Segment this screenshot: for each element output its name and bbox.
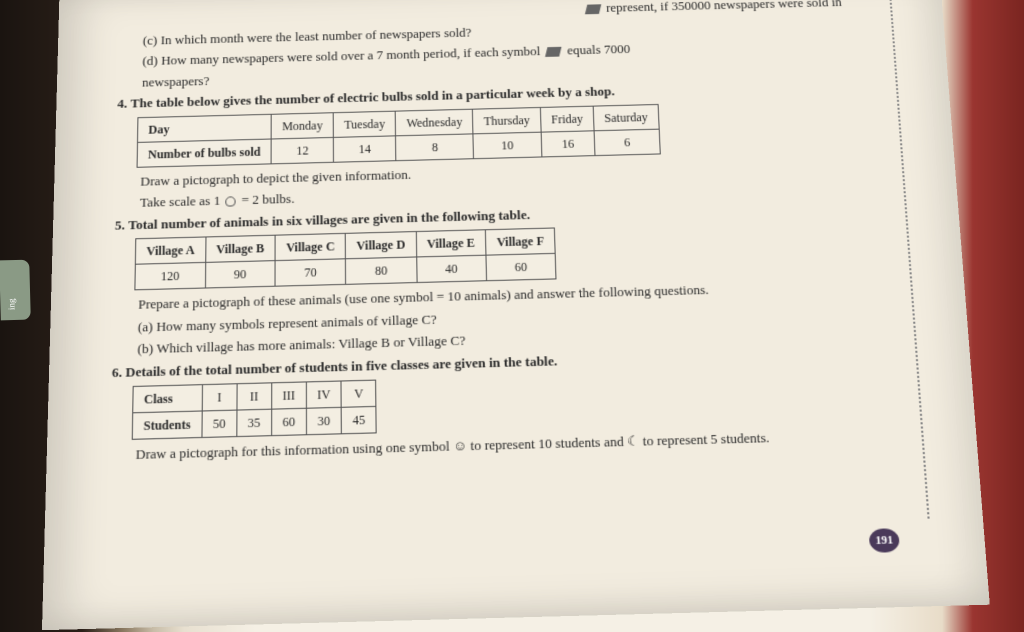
cell: II xyxy=(237,383,272,410)
cell: IV xyxy=(306,381,341,408)
cell: Village D xyxy=(346,232,417,259)
cell: 40 xyxy=(416,255,486,282)
cell: 12 xyxy=(271,137,333,163)
cell: 35 xyxy=(236,409,271,436)
q6-table: Class I II III IV V Students 50 35 60 30… xyxy=(132,380,377,440)
spine-tab-text: ing xyxy=(6,280,17,310)
cell: 30 xyxy=(306,407,342,434)
cell: V xyxy=(341,380,376,407)
cell: I xyxy=(202,384,237,411)
cell: 90 xyxy=(205,261,275,288)
cell: 16 xyxy=(541,130,595,156)
q6-number: 6. xyxy=(112,364,123,380)
q4-table: Day Monday Tuesday Wednesday Thursday Fr… xyxy=(137,103,661,167)
q4-number: 4. xyxy=(117,96,127,111)
cell: Wednesday xyxy=(396,109,474,136)
cell: 6 xyxy=(594,129,660,155)
cell: Students xyxy=(132,411,202,439)
textbook-page: represent, if 350000 newspapers were sol… xyxy=(42,0,990,630)
cell: Village E xyxy=(416,230,486,257)
cell: Class xyxy=(133,385,202,413)
cell: 8 xyxy=(396,133,474,160)
q6-sub1-prefix: Draw a pictograph for this information u… xyxy=(136,438,454,462)
cell: 80 xyxy=(346,257,417,284)
cell: Village F xyxy=(485,228,555,255)
cell: Village A xyxy=(135,237,205,264)
cell: Day xyxy=(138,114,272,142)
cell: 50 xyxy=(202,410,237,437)
cell: Saturday xyxy=(593,104,659,130)
cell: 60 xyxy=(486,253,556,280)
newspaper-icon xyxy=(546,47,563,57)
q4-sub2-prefix: Take scale as 1 xyxy=(140,193,220,210)
cell: Village B xyxy=(205,235,275,262)
q4-sub2-suffix: = 2 bulbs. xyxy=(241,191,294,207)
cell: Monday xyxy=(271,112,333,138)
smiley-icon: ☺ xyxy=(453,437,467,453)
cell: 45 xyxy=(342,406,377,433)
cell: Village C xyxy=(275,233,346,260)
q6-sub1-mid: to represent 10 students and xyxy=(467,433,628,453)
cell: 120 xyxy=(135,262,205,289)
cell: 10 xyxy=(473,132,541,159)
cell: 70 xyxy=(275,259,346,286)
q6-sub1-suffix: to represent 5 students. xyxy=(639,429,770,448)
cell: 14 xyxy=(333,135,396,161)
newspaper-icon xyxy=(585,4,601,14)
table-row: Students 50 35 60 30 45 xyxy=(132,406,376,439)
bulb-icon xyxy=(226,196,236,206)
cell: Thursday xyxy=(473,107,541,133)
q5-number: 5. xyxy=(115,217,125,232)
question-d-suffix: equals 7000 xyxy=(567,41,631,57)
frag-number: 350000 xyxy=(671,0,711,13)
cell: III xyxy=(271,382,306,409)
cell: Number of bulbs sold xyxy=(137,139,271,167)
frag-suffix: newspapers were sold in xyxy=(710,0,842,12)
frag-prefix: represent, if xyxy=(606,0,672,15)
q5-table: Village A Village B Village C Village D … xyxy=(134,227,556,290)
half-smiley-icon: ☾ xyxy=(627,433,640,449)
cell: 60 xyxy=(271,408,306,435)
cell: Friday xyxy=(540,106,594,132)
page-number: 191 xyxy=(869,528,900,553)
spine-tab: ing xyxy=(0,260,31,321)
cell: Tuesday xyxy=(333,111,396,137)
